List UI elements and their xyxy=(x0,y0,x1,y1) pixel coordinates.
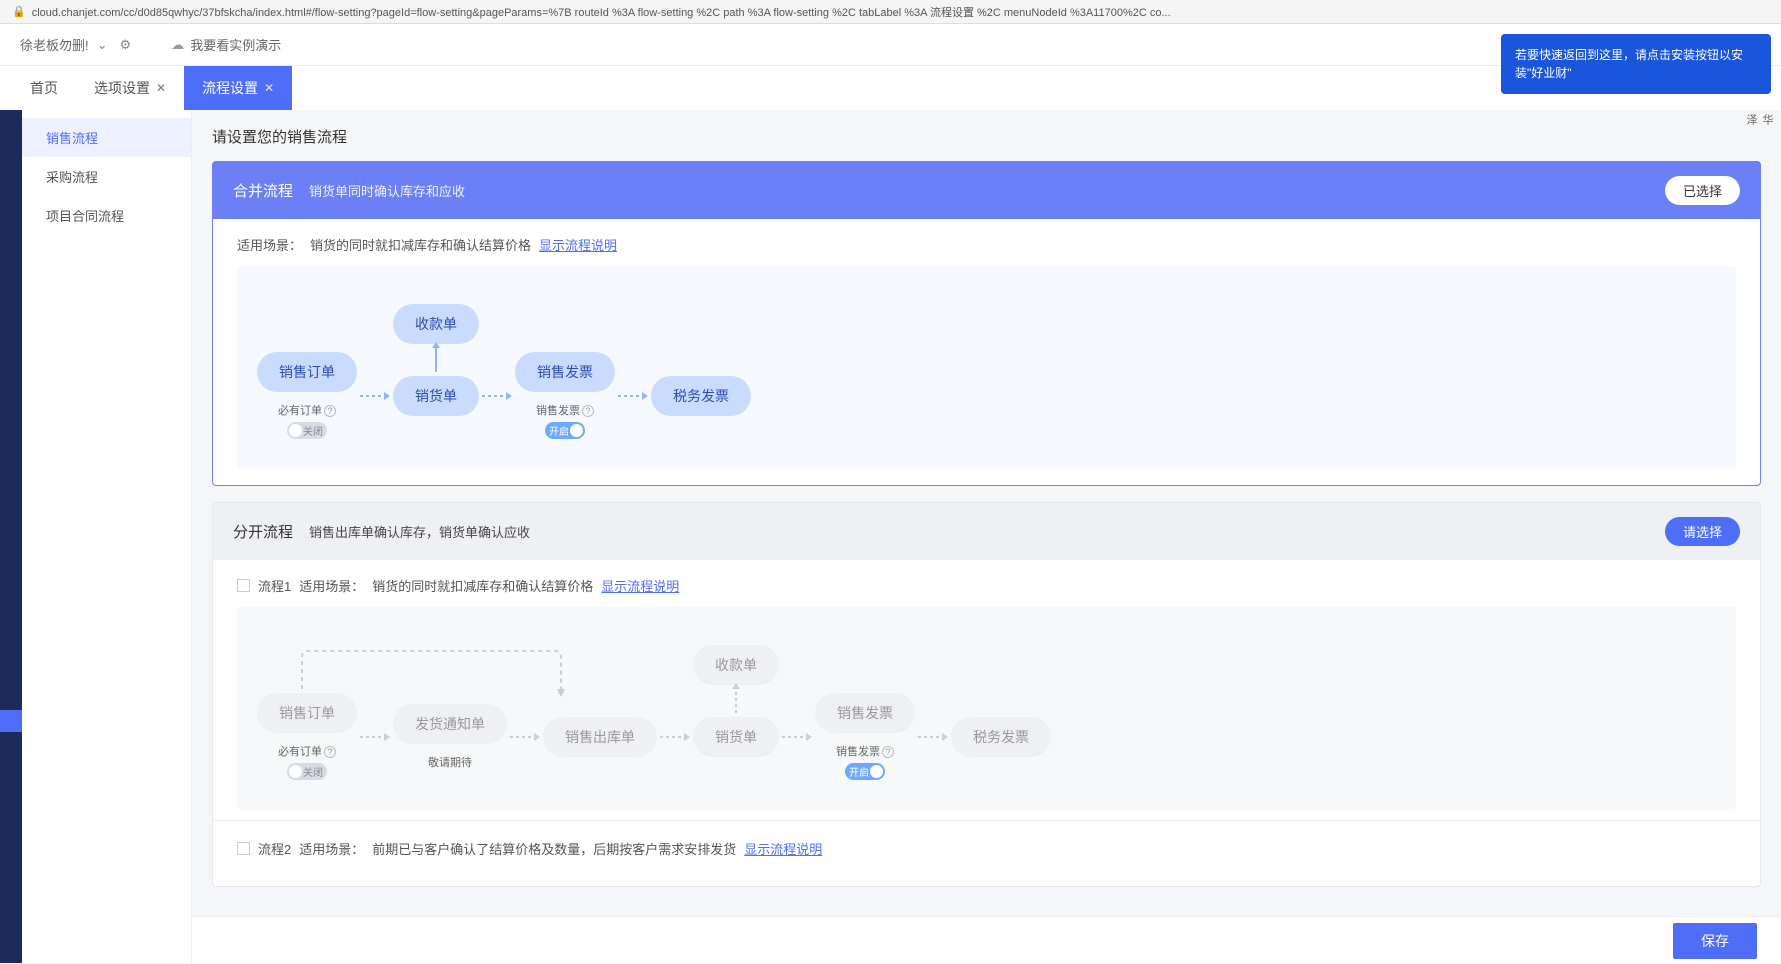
install-notification: 若要快速返回到这里，请点击安装按钮以安装"好业财" xyxy=(1501,34,1771,94)
node-sales-order: 销售订单 xyxy=(257,352,357,392)
notice-label: 敬请期待 xyxy=(428,754,472,770)
split-subtitle: 销售出库单确认库存，销货单确认应收 xyxy=(309,522,530,541)
org-name: 徐老板勿删! xyxy=(20,35,89,54)
node-sales-invoice: 销售发票 xyxy=(515,352,615,392)
merge-card-header: 合并流程 销货单同时确认库存和应收 已选择 xyxy=(213,162,1760,219)
merge-selected-button[interactable]: 已选择 xyxy=(1665,176,1740,205)
dashed-path-icon xyxy=(297,649,567,699)
sidebar-item-项目合同流程[interactable]: 项目合同流程 xyxy=(22,196,191,235)
node-ship-notice: 发货通知单 xyxy=(393,704,507,744)
tab-选项设置[interactable]: 选项设置 ✕ xyxy=(76,66,184,110)
merge-title: 合并流程 xyxy=(233,180,293,201)
save-button[interactable]: 保存 xyxy=(1673,923,1757,959)
close-icon[interactable]: ✕ xyxy=(156,81,166,95)
split-flow-card: 分开流程 销售出库单确认库存，销货单确认应收 请选择 流程1 适用场景： 销货的… xyxy=(212,502,1761,887)
app-header: 徐老板勿删! ⌄ ⚙ ☁ 我要看实例演示 若要快速返回到这里，请点击安装按钮以安… xyxy=(0,24,1781,66)
node-receipt: 收款单 xyxy=(693,645,779,685)
flow2-checkbox[interactable] xyxy=(237,842,250,855)
merge-subtitle: 销货单同时确认库存和应收 xyxy=(309,181,465,200)
sidebar-item-采购流程[interactable]: 采购流程 xyxy=(22,157,191,196)
arrow-up-icon xyxy=(731,683,741,713)
invoice-label: 销售发票 xyxy=(536,405,580,417)
scene-text: 前期已与客户确认了结算价格及数量，后期按客户需求安排发货 xyxy=(372,839,736,858)
arrow-icon xyxy=(357,391,393,401)
help-icon[interactable]: ? xyxy=(582,405,594,417)
arrow-icon xyxy=(779,732,815,742)
gear-icon[interactable]: ⚙ xyxy=(120,37,132,53)
node-delivery: 销货单 xyxy=(693,717,779,757)
scene-prefix: 适用场景： xyxy=(237,235,302,254)
sidebar-item-销售流程[interactable]: 销售流程 xyxy=(22,118,191,157)
page-title: 请设置您的销售流程 xyxy=(212,126,1761,147)
node-sales-invoice: 销售发票 xyxy=(815,693,915,733)
help-icon[interactable]: ? xyxy=(882,746,894,758)
tab-label: 首页 xyxy=(30,78,58,98)
order-required-toggle[interactable]: 关闭 xyxy=(287,763,327,780)
sidebar: 销售流程采购流程项目合同流程 xyxy=(22,110,192,963)
split-select-button[interactable]: 请选择 xyxy=(1665,517,1740,546)
order-required-label: 必有订单 xyxy=(278,746,322,758)
node-delivery: 销货单 xyxy=(393,376,479,416)
merge-flow-card: 合并流程 销货单同时确认库存和应收 已选择 适用场景： 销货的同时就扣减库存和确… xyxy=(212,161,1761,486)
app-left-rail xyxy=(0,110,22,963)
node-sales-order: 销售订单 xyxy=(257,693,357,733)
tab-流程设置[interactable]: 流程设置 ✕ xyxy=(184,66,292,110)
scene-prefix: 适用场景： xyxy=(299,576,364,595)
tab-首页[interactable]: 首页 xyxy=(12,66,76,110)
flow2-scene-row: 流程2 适用场景： 前期已与客户确认了结算价格及数量，后期按客户需求安排发货 显… xyxy=(237,839,1736,858)
merge-flow-diagram: 销售订单 必有订单? 关闭 收款单 销货单 xyxy=(237,266,1736,469)
show-flow-link[interactable]: 显示流程说明 xyxy=(601,576,679,595)
demo-link[interactable]: ☁ 我要看实例演示 xyxy=(171,35,281,54)
node-outbound: 销售出库单 xyxy=(543,717,657,757)
arrow-icon xyxy=(507,732,543,742)
chevron-down-icon: ⌄ xyxy=(97,37,108,53)
arrow-icon xyxy=(915,732,951,742)
flow2-label: 流程2 xyxy=(258,839,291,858)
flow1-diagram: 销售订单 必有订单? 关闭 发货通知单 敬请期待 xyxy=(237,607,1736,810)
merge-scene-row: 适用场景： 销货的同时就扣减库存和确认结算价格 显示流程说明 xyxy=(237,235,1736,254)
browser-address-bar: 🔒 cloud.chanjet.com/cc/d0d85qwhyc/37bfsk… xyxy=(0,0,1781,24)
arrow-icon xyxy=(479,391,515,401)
invoice-toggle[interactable]: 开启 xyxy=(845,763,885,780)
split-title: 分开流程 xyxy=(233,521,293,542)
invoice-label: 销售发票 xyxy=(836,746,880,758)
arrow-icon xyxy=(357,732,393,742)
node-tax-invoice: 税务发票 xyxy=(651,376,751,416)
node-receipt: 收款单 xyxy=(393,304,479,344)
lock-icon: 🔒 xyxy=(12,5,26,18)
close-icon[interactable]: ✕ xyxy=(264,81,274,95)
cloud-icon: ☁ xyxy=(171,37,184,53)
org-selector[interactable]: 徐老板勿删! ⌄ xyxy=(20,35,108,54)
node-tax-invoice: 税务发票 xyxy=(951,717,1051,757)
flow1-checkbox[interactable] xyxy=(237,579,250,592)
tab-label: 选项设置 xyxy=(94,78,150,98)
show-flow-link[interactable]: 显示流程说明 xyxy=(744,839,822,858)
help-icon[interactable]: ? xyxy=(324,405,336,417)
scene-text: 销货的同时就扣减库存和确认结算价格 xyxy=(372,576,593,595)
invoice-toggle[interactable]: 开启 xyxy=(545,422,585,439)
flow1-label: 流程1 xyxy=(258,576,291,595)
arrow-up-icon xyxy=(431,342,441,372)
scene-text: 销货的同时就扣减库存和确认结算价格 xyxy=(310,235,531,254)
divider xyxy=(213,820,1760,821)
order-required-toggle[interactable]: 关闭 xyxy=(287,422,327,439)
footer-bar: 保存 xyxy=(192,916,1781,964)
main-content: 请设置您的销售流程 合并流程 销货单同时确认库存和应收 已选择 适用场景： 销货… xyxy=(192,110,1781,963)
url-text: cloud.chanjet.com/cc/d0d85qwhyc/37bfskch… xyxy=(32,4,1171,20)
arrow-icon xyxy=(615,391,651,401)
arrow-icon xyxy=(657,732,693,742)
scene-prefix: 适用场景： xyxy=(299,839,364,858)
notification-text: 若要快速返回到这里，请点击安装按钮以安装"好业财" xyxy=(1515,48,1743,80)
flow1-scene-row: 流程1 适用场景： 销货的同时就扣减库存和确认结算价格 显示流程说明 xyxy=(237,576,1736,595)
order-required-label: 必有订单 xyxy=(278,405,322,417)
split-card-header: 分开流程 销售出库单确认库存，销货单确认应收 请选择 xyxy=(213,503,1760,560)
rail-active-indicator xyxy=(0,710,22,732)
demo-text: 我要看实例演示 xyxy=(190,35,281,54)
show-flow-link[interactable]: 显示流程说明 xyxy=(539,235,617,254)
help-icon[interactable]: ? xyxy=(324,746,336,758)
tab-label: 流程设置 xyxy=(202,78,258,98)
